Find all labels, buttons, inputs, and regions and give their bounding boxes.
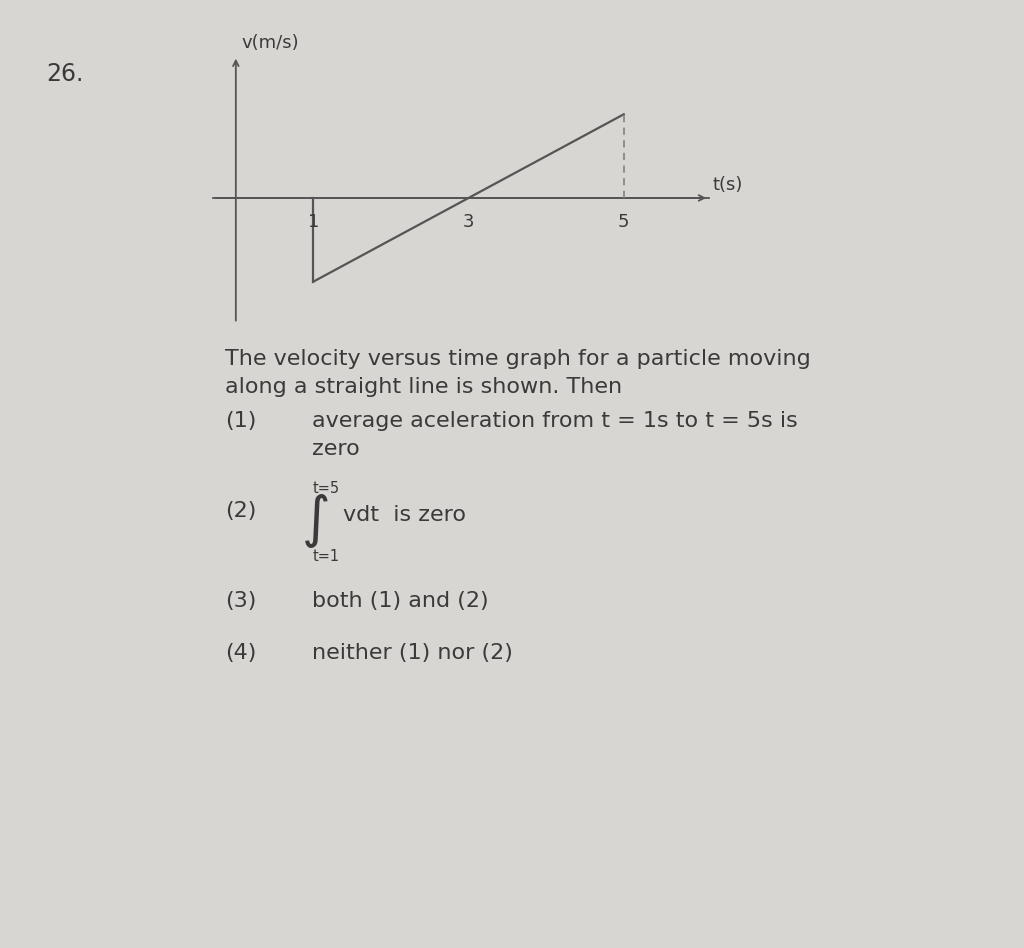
Text: vdt  is zero: vdt is zero	[343, 505, 466, 525]
Text: t=1: t=1	[312, 549, 339, 564]
Text: both (1) and (2): both (1) and (2)	[312, 591, 488, 611]
Text: 5: 5	[617, 213, 630, 231]
Text: (4): (4)	[225, 643, 257, 663]
Text: average aceleration from t = 1s to t = 5s is: average aceleration from t = 1s to t = 5…	[312, 410, 798, 430]
Text: neither (1) nor (2): neither (1) nor (2)	[312, 643, 513, 663]
Text: zero: zero	[312, 439, 360, 459]
Text: 3: 3	[463, 213, 474, 231]
Text: The velocity versus time graph for a particle moving: The velocity versus time graph for a par…	[225, 349, 811, 369]
Text: along a straight line is shown. Then: along a straight line is shown. Then	[225, 377, 623, 397]
Text: v(m/s): v(m/s)	[242, 33, 299, 51]
Text: (2): (2)	[225, 501, 257, 520]
Text: t(s): t(s)	[713, 175, 743, 193]
Text: 26.: 26.	[46, 62, 83, 85]
Text: (1): (1)	[225, 410, 257, 430]
Text: 1: 1	[308, 213, 319, 231]
Text: (3): (3)	[225, 591, 257, 611]
Text: t=5: t=5	[312, 481, 339, 496]
Text: $\int$: $\int$	[301, 492, 329, 550]
